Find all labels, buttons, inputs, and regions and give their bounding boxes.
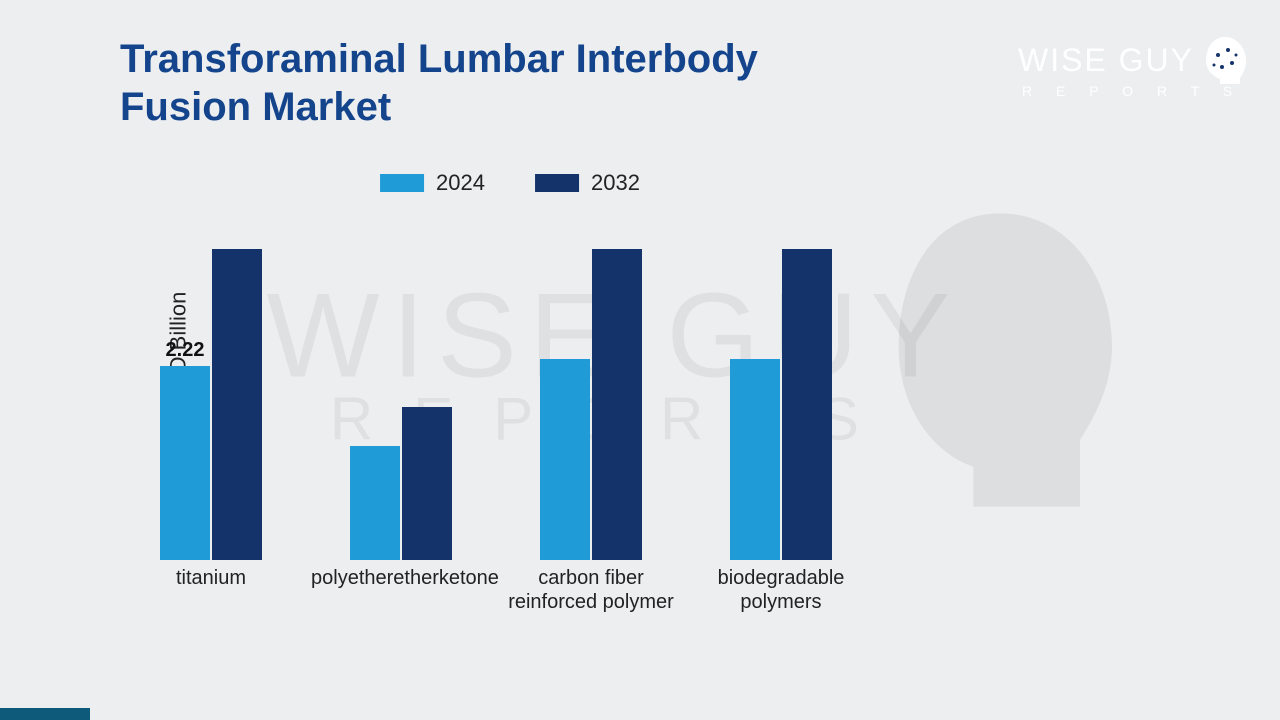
bar-2032 <box>782 249 832 560</box>
logo-line2: R E P O R T S <box>1022 83 1250 99</box>
chart-area: Market Size in USD Billion 2024 2032 2.2… <box>100 175 920 665</box>
category-label: biodegradable polymers <box>691 566 871 614</box>
category-label: titanium <box>121 566 301 590</box>
legend-swatch-2032 <box>535 174 579 192</box>
bar-2024 <box>350 446 400 560</box>
bar-2024 <box>730 359 780 560</box>
plot-area: 2.22titaniumpolyetheretherketonecarbon f… <box>140 210 900 560</box>
logo-line1: WISE GUY <box>1018 42 1194 79</box>
bar-2032 <box>402 407 452 560</box>
bar-2024 <box>160 366 210 560</box>
brand-logo: WISE GUY R E P O R T S <box>1018 35 1250 99</box>
chart-title: Transforaminal Lumbar Interbody Fusion M… <box>120 35 880 131</box>
bar-value-label: 2.22 <box>155 339 215 362</box>
bottom-accent-bar <box>0 708 90 720</box>
page-root: WISE GUY REPORTS WISE GUY R E P O R T S … <box>0 0 1280 720</box>
legend-swatch-2024 <box>380 174 424 192</box>
category-label: carbon fiber reinforced polymer <box>501 566 681 614</box>
legend-item-2032: 2032 <box>535 170 640 196</box>
logo-head-icon <box>1200 35 1250 85</box>
legend: 2024 2032 <box>380 170 640 196</box>
legend-label-2024: 2024 <box>436 170 485 196</box>
bar-2024 <box>540 359 590 560</box>
bar-2032 <box>592 249 642 560</box>
bar-2032 <box>212 249 262 560</box>
logo-line1-wrap: WISE GUY <box>1018 35 1250 85</box>
category-label: polyetheretherketone <box>311 566 491 590</box>
legend-item-2024: 2024 <box>380 170 485 196</box>
legend-label-2032: 2032 <box>591 170 640 196</box>
